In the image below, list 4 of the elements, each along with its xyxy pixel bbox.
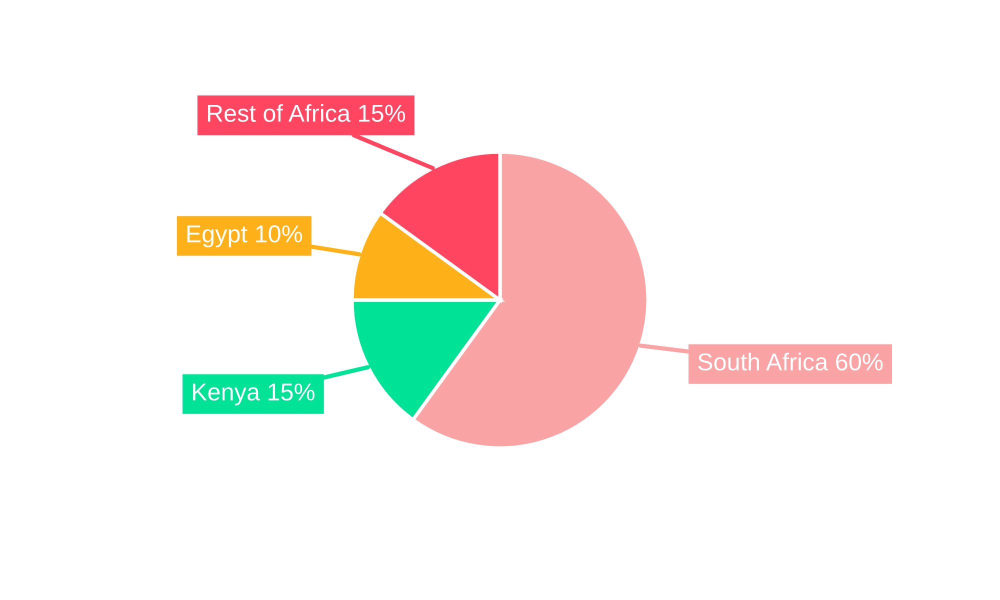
slice-label: Kenya 15%: [193, 383, 315, 406]
slice-label: Egypt 10%: [187, 225, 302, 248]
slice-label: Rest of Africa 15%: [208, 104, 406, 122]
slice-label: South Africa 60%: [698, 352, 883, 371]
